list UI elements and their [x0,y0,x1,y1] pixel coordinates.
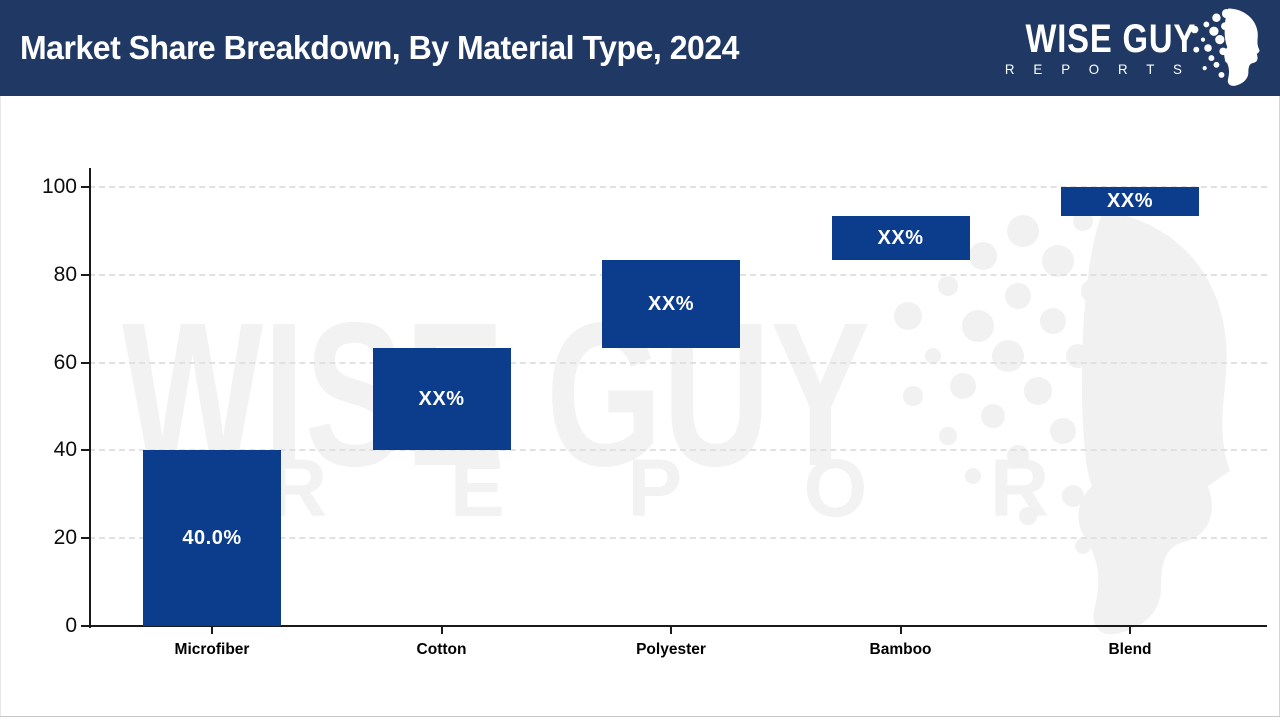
xtick-microfiber [211,627,213,634]
category-label-polyester: Polyester [636,641,706,658]
bar-value-label-microfiber: 40.0% [182,526,242,549]
ytick-0 [81,625,89,627]
ytick-label-60: 60 [53,350,77,374]
ytick-20 [81,537,89,540]
ytick-60 [81,361,89,364]
wiseguy-face-icon [1190,8,1260,86]
page-bottom-border [0,716,1280,717]
ytick-label-100: 100 [41,175,77,198]
xtick-cotton [440,627,443,634]
x-axis [89,625,1267,627]
bar-value-label-cotton: XX% [418,387,465,410]
bar-cotton: XX% [372,348,511,451]
gridline-40 [89,449,1267,452]
ytick-40 [81,449,89,452]
category-label-microfiber: Microfiber [174,641,250,658]
chart-title: Market Share Breakdown, By Material Type… [20,29,739,66]
ytick-label-80: 80 [53,262,77,286]
bar-bamboo: XX% [831,216,970,261]
gridline-100 [89,186,1267,188]
logo-wordmark: WISE GUY [1025,17,1196,61]
bar-value-label-bamboo: XX% [877,226,924,249]
gridline-60 [89,361,1267,364]
ytick-80 [81,273,89,276]
page-left-border [0,96,1,717]
ytick-100 [81,186,89,188]
ytick-label-40: 40 [53,438,77,462]
xtick-bamboo [899,627,902,634]
bar-value-label-blend: XX% [1107,190,1153,213]
category-label-bamboo: Bamboo [869,641,932,658]
chart-area: WISE GUY R E P O R T S 02040608010040.0%… [0,96,1280,720]
gridline-20 [89,537,1267,540]
bar-microfiber: 40.0% [143,450,281,626]
wiseguy-logo: WISE GUY R E P O R T S [988,6,1266,90]
watermark-face-icon [894,211,1230,635]
category-label-cotton: Cotton [416,641,467,658]
category-label-blend: Blend [1108,641,1152,658]
wiseguy-logo-text: WISE GUY R E P O R T S [988,19,1196,77]
bar-polyester: XX% [602,260,740,349]
header-bar: Market Share Breakdown, By Material Type… [0,0,1280,96]
xtick-blend [1129,627,1131,634]
bar-blend: XX% [1061,187,1199,217]
bar-value-label-polyester: XX% [648,292,694,315]
logo-reports-label: R E P O R T S [1004,61,1190,77]
xtick-polyester [670,627,672,634]
y-axis [89,168,91,628]
ytick-label-0: 0 [65,614,77,637]
ytick-label-20: 20 [53,526,77,550]
